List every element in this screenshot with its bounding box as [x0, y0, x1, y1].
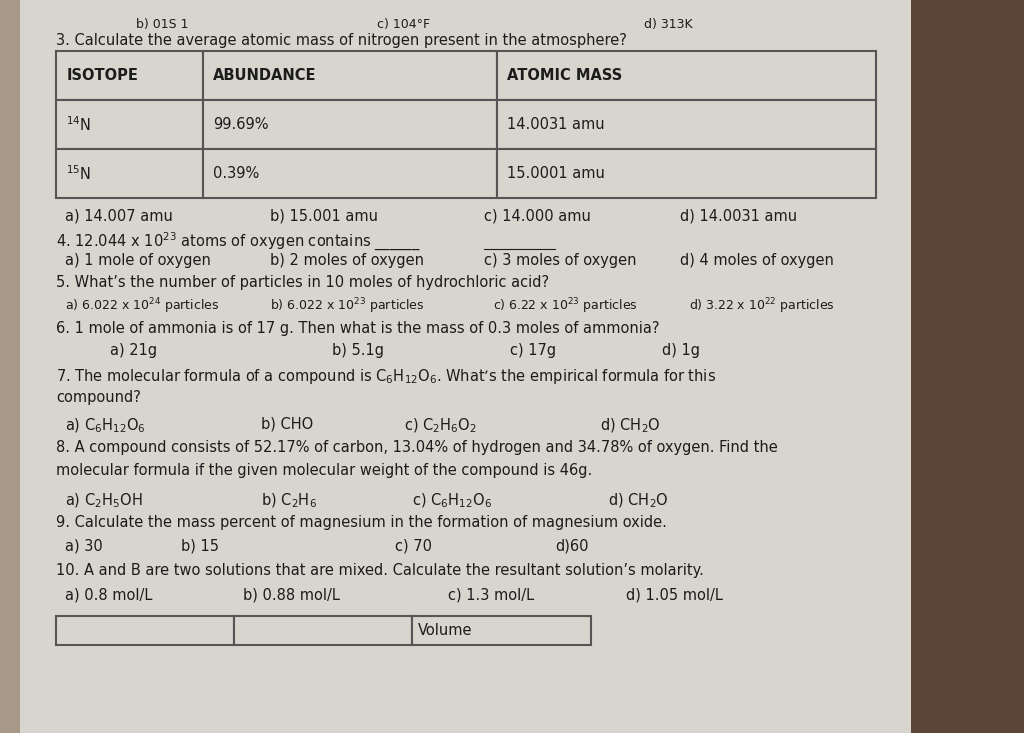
Text: c) 14.000 amu: c) 14.000 amu [483, 209, 591, 224]
Bar [497, 149, 876, 198]
Text: b) 5.1g: b) 5.1g [332, 343, 384, 358]
Text: 14.0031 amu: 14.0031 amu [507, 117, 605, 132]
Text: ATOMIC MASS: ATOMIC MASS [507, 68, 623, 84]
Text: d) 1g: d) 1g [662, 343, 700, 358]
Text: a) 14.007 amu: a) 14.007 amu [66, 209, 173, 224]
Text: d) 313K: d) 313K [644, 18, 692, 32]
Bar [203, 100, 497, 149]
Text: $^{15}$N: $^{15}$N [67, 164, 91, 183]
Text: 15.0001 amu: 15.0001 amu [507, 166, 605, 181]
Text: molecular formula if the given molecular weight of the compound is 46g.: molecular formula if the given molecular… [56, 463, 592, 478]
Text: c) 70: c) 70 [394, 539, 432, 553]
Text: 5. What’s the number of particles in 10 moles of hydrochloric acid?: 5. What’s the number of particles in 10 … [56, 275, 549, 290]
Text: b) 15.001 amu: b) 15.001 amu [270, 209, 378, 224]
Text: ISOTOPE: ISOTOPE [67, 68, 138, 84]
Text: d) 3.22 x 10$^{22}$ particles: d) 3.22 x 10$^{22}$ particles [688, 297, 835, 317]
Text: c) 6.22 x 10$^{23}$ particles: c) 6.22 x 10$^{23}$ particles [493, 297, 638, 317]
Bar [203, 51, 497, 100]
Bar [891, 0, 1024, 733]
Text: Volume: Volume [418, 623, 472, 638]
Bar [234, 616, 413, 645]
Text: a) 6.022 x 10$^{24}$ particles: a) 6.022 x 10$^{24}$ particles [66, 297, 219, 317]
Text: c) 3 moles of oxygen: c) 3 moles of oxygen [483, 253, 636, 268]
Text: 8. A compound consists of 52.17% of carbon, 13.04% of hydrogen and 34.78% of oxy: 8. A compound consists of 52.17% of carb… [56, 440, 778, 454]
Text: 0.39%: 0.39% [213, 166, 260, 181]
Text: a) C$_2$H$_5$OH: a) C$_2$H$_5$OH [66, 491, 142, 509]
FancyBboxPatch shape [20, 0, 911, 733]
Text: a) 0.8 mol/L: a) 0.8 mol/L [66, 588, 153, 603]
Text: a) C$_6$H$_{12}$O$_6$: a) C$_6$H$_{12}$O$_6$ [66, 416, 145, 435]
Text: b) 6.022 x 10$^{23}$ particles: b) 6.022 x 10$^{23}$ particles [270, 297, 424, 317]
Bar [56, 51, 203, 100]
Bar [56, 149, 203, 198]
Text: b) 01S 1: b) 01S 1 [136, 18, 188, 32]
Text: c) 1.3 mol/L: c) 1.3 mol/L [449, 588, 535, 603]
Bar [497, 51, 876, 100]
Text: 3. Calculate the average atomic mass of nitrogen present in the atmosphere?: 3. Calculate the average atomic mass of … [56, 33, 627, 48]
Text: d) 4 moles of oxygen: d) 4 moles of oxygen [680, 253, 834, 268]
Text: d)60: d)60 [555, 539, 589, 553]
Text: a) 1 mole of oxygen: a) 1 mole of oxygen [66, 253, 211, 268]
Bar [413, 616, 591, 645]
Text: 10. A and B are two solutions that are mixed. Calculate the resultant solution’s: 10. A and B are two solutions that are m… [56, 563, 703, 578]
Text: 7. The molecular formula of a compound is C$_6$H$_{12}$O$_6$. What’s the empiric: 7. The molecular formula of a compound i… [56, 366, 716, 386]
Text: compound?: compound? [56, 390, 141, 405]
Text: b) 15: b) 15 [181, 539, 219, 553]
Text: $^{14}$N: $^{14}$N [67, 115, 91, 134]
Text: d) 1.05 mol/L: d) 1.05 mol/L [627, 588, 723, 603]
Text: c) C$_2$H$_6$O$_2$: c) C$_2$H$_6$O$_2$ [403, 416, 476, 435]
Text: 4. 12.044 x 10$^{23}$ atoms of oxygen contains ______: 4. 12.044 x 10$^{23}$ atoms of oxygen co… [56, 231, 421, 253]
Bar [56, 616, 234, 645]
Text: a) 30: a) 30 [66, 539, 102, 553]
Text: b) C$_2$H$_6$: b) C$_2$H$_6$ [261, 491, 317, 509]
Text: d) 14.0031 amu: d) 14.0031 amu [680, 209, 797, 224]
Text: b) CHO: b) CHO [261, 416, 313, 431]
Text: ABUNDANCE: ABUNDANCE [213, 68, 316, 84]
Text: c) 17g: c) 17g [511, 343, 557, 358]
Text: a) 21g: a) 21g [110, 343, 157, 358]
Bar [56, 100, 203, 149]
Text: 9. Calculate the mass percent of magnesium in the formation of magnesium oxide.: 9. Calculate the mass percent of magnesi… [56, 515, 667, 529]
Text: 6. 1 mole of ammonia is of 17 g. Then what is the mass of 0.3 moles of ammonia?: 6. 1 mole of ammonia is of 17 g. Then wh… [56, 321, 659, 336]
Text: 99.69%: 99.69% [213, 117, 269, 132]
Text: b) 0.88 mol/L: b) 0.88 mol/L [244, 588, 340, 603]
Text: d) CH$_2$O: d) CH$_2$O [600, 416, 660, 435]
Bar [497, 100, 876, 149]
Text: d) CH$_2$O: d) CH$_2$O [608, 491, 669, 509]
Bar [203, 149, 497, 198]
Text: b) 2 moles of oxygen: b) 2 moles of oxygen [270, 253, 424, 268]
Text: c) C$_6$H$_{12}$O$_6$: c) C$_6$H$_{12}$O$_6$ [413, 491, 493, 509]
Text: c) 104°F: c) 104°F [377, 18, 430, 32]
